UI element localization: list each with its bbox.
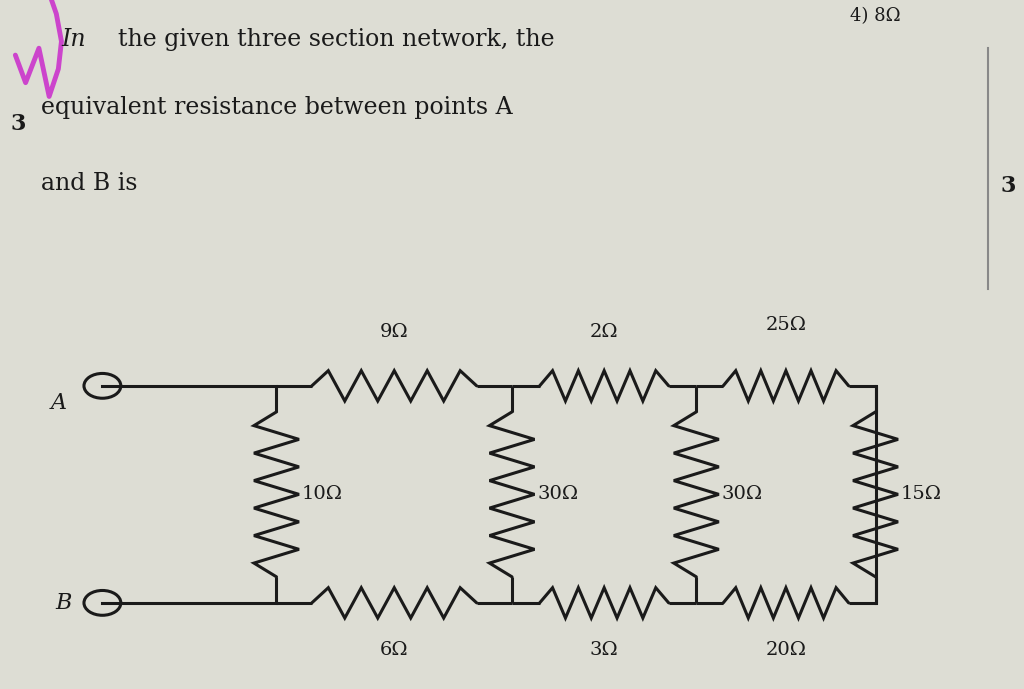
Text: 4) 8Ω: 4) 8Ω	[850, 7, 900, 25]
Text: 30Ω: 30Ω	[538, 485, 579, 504]
Text: 25Ω: 25Ω	[765, 316, 807, 334]
Text: In: In	[61, 28, 86, 50]
Text: 3Ω: 3Ω	[590, 641, 618, 659]
Text: equivalent resistance between points A: equivalent resistance between points A	[41, 96, 513, 119]
Text: 9Ω: 9Ω	[380, 323, 409, 341]
Text: the given three section network, the: the given three section network, the	[118, 28, 554, 50]
Text: and B is: and B is	[41, 172, 137, 195]
Text: 3: 3	[10, 113, 26, 135]
Text: 10Ω: 10Ω	[302, 485, 343, 504]
Text: 6Ω: 6Ω	[380, 641, 409, 659]
Text: 20Ω: 20Ω	[765, 641, 807, 659]
Text: A: A	[50, 392, 67, 414]
Text: B: B	[55, 592, 72, 614]
Text: 3: 3	[1000, 175, 1017, 197]
Text: 2Ω: 2Ω	[590, 323, 618, 341]
Text: 30Ω: 30Ω	[722, 485, 763, 504]
Text: 15Ω: 15Ω	[901, 485, 942, 504]
